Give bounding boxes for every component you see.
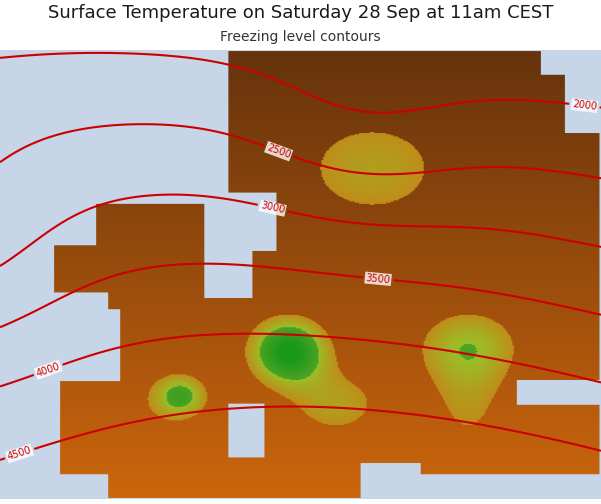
Text: Surface Temperature on Saturday 28 Sep at 11am CEST: Surface Temperature on Saturday 28 Sep a… bbox=[48, 5, 553, 22]
Text: Freezing level contours: Freezing level contours bbox=[220, 30, 381, 44]
Text: 2000: 2000 bbox=[572, 99, 597, 112]
Text: 4500: 4500 bbox=[7, 445, 33, 462]
Text: 4000: 4000 bbox=[35, 361, 61, 379]
Text: 3500: 3500 bbox=[365, 273, 391, 285]
Text: 2500: 2500 bbox=[265, 142, 292, 160]
Text: 3000: 3000 bbox=[260, 201, 285, 216]
